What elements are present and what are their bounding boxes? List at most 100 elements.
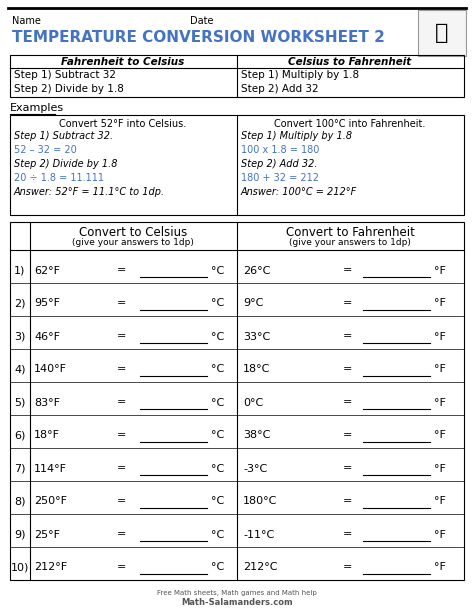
Text: 5): 5) xyxy=(14,397,26,408)
Text: 83°F: 83°F xyxy=(34,397,60,408)
Text: °C: °C xyxy=(211,463,224,473)
Text: Step 2) Add 32.: Step 2) Add 32. xyxy=(241,159,318,169)
Text: 26°C: 26°C xyxy=(243,265,270,275)
Text: =: = xyxy=(117,497,127,506)
Text: °F: °F xyxy=(434,265,446,275)
Text: Name: Name xyxy=(12,16,41,26)
Text: 7): 7) xyxy=(14,463,26,473)
Text: =: = xyxy=(117,265,127,275)
Text: Step 2) Divide by 1.8: Step 2) Divide by 1.8 xyxy=(14,159,118,169)
Text: 6): 6) xyxy=(14,430,26,441)
Text: 1): 1) xyxy=(14,265,26,275)
Text: =: = xyxy=(117,430,127,441)
Text: =: = xyxy=(343,299,353,308)
Text: =: = xyxy=(117,397,127,408)
Text: 🦎: 🦎 xyxy=(435,23,449,43)
Text: (give your answers to 1dp): (give your answers to 1dp) xyxy=(289,238,411,247)
Text: °C: °C xyxy=(211,563,224,573)
Text: 20 ÷ 1.8 = 11.111: 20 ÷ 1.8 = 11.111 xyxy=(14,173,104,183)
Text: TEMPERATURE CONVERSION WORKSHEET 2: TEMPERATURE CONVERSION WORKSHEET 2 xyxy=(12,30,385,45)
Text: =: = xyxy=(117,332,127,341)
Text: 18°C: 18°C xyxy=(243,365,270,375)
Text: =: = xyxy=(117,530,127,539)
Text: °C: °C xyxy=(211,497,224,506)
Text: Step 1) Subtract 32.: Step 1) Subtract 32. xyxy=(14,131,113,141)
Text: Celsius to Fahrenheit: Celsius to Fahrenheit xyxy=(288,57,411,67)
Text: °F: °F xyxy=(434,332,446,341)
Text: 25°F: 25°F xyxy=(34,530,60,539)
Text: °C: °C xyxy=(211,365,224,375)
Text: 8): 8) xyxy=(14,497,26,506)
Text: 4): 4) xyxy=(14,365,26,375)
Text: °F: °F xyxy=(434,497,446,506)
Text: =: = xyxy=(343,463,353,473)
Text: =: = xyxy=(343,430,353,441)
Text: 18°F: 18°F xyxy=(34,430,60,441)
Text: 180 + 32 = 212: 180 + 32 = 212 xyxy=(241,173,319,183)
Text: Convert 52°F into Celsius.: Convert 52°F into Celsius. xyxy=(59,119,187,129)
Text: 140°F: 140°F xyxy=(34,365,67,375)
Text: (give your answers to 1dp): (give your answers to 1dp) xyxy=(72,238,194,247)
Text: -3°C: -3°C xyxy=(243,463,267,473)
Text: °F: °F xyxy=(434,299,446,308)
Text: °C: °C xyxy=(211,299,224,308)
Text: °C: °C xyxy=(211,265,224,275)
Text: 0°C: 0°C xyxy=(243,397,263,408)
Text: Step 1) Multiply by 1.8: Step 1) Multiply by 1.8 xyxy=(241,70,359,80)
Text: 9°C: 9°C xyxy=(243,299,264,308)
Text: =: = xyxy=(343,563,353,573)
Text: =: = xyxy=(117,365,127,375)
Text: Convert to Celsius: Convert to Celsius xyxy=(79,226,187,239)
Text: =: = xyxy=(343,530,353,539)
Text: °C: °C xyxy=(211,397,224,408)
Bar xyxy=(10,55,464,97)
Text: °F: °F xyxy=(434,463,446,473)
Text: 52 – 32 = 20: 52 – 32 = 20 xyxy=(14,145,77,155)
Text: °C: °C xyxy=(211,430,224,441)
Bar xyxy=(10,222,464,580)
Text: Convert to Fahrenheit: Convert to Fahrenheit xyxy=(285,226,414,239)
Text: 3): 3) xyxy=(14,332,26,341)
Text: Fahrenheit to Celsius: Fahrenheit to Celsius xyxy=(61,57,185,67)
Text: -11°C: -11°C xyxy=(243,530,274,539)
Text: Answer: 52°F = 11.1°C to 1dp.: Answer: 52°F = 11.1°C to 1dp. xyxy=(14,187,165,197)
Text: °F: °F xyxy=(434,365,446,375)
Bar xyxy=(10,115,464,215)
Text: °F: °F xyxy=(434,563,446,573)
Text: 212°F: 212°F xyxy=(34,563,67,573)
Text: 250°F: 250°F xyxy=(34,497,67,506)
Text: 212°C: 212°C xyxy=(243,563,277,573)
Text: =: = xyxy=(343,332,353,341)
Bar xyxy=(418,10,466,56)
Text: =: = xyxy=(117,563,127,573)
Text: 114°F: 114°F xyxy=(34,463,67,473)
Text: 38°C: 38°C xyxy=(243,430,270,441)
Text: °F: °F xyxy=(434,530,446,539)
Text: 62°F: 62°F xyxy=(34,265,60,275)
Text: °C: °C xyxy=(211,530,224,539)
Text: Step 2) Add 32: Step 2) Add 32 xyxy=(241,84,319,94)
Text: 95°F: 95°F xyxy=(34,299,60,308)
Text: Free Math sheets, Math games and Math help: Free Math sheets, Math games and Math he… xyxy=(157,590,317,596)
Text: 180°C: 180°C xyxy=(243,497,277,506)
Text: Step 1) Multiply by 1.8: Step 1) Multiply by 1.8 xyxy=(241,131,352,141)
Text: =: = xyxy=(343,265,353,275)
Text: =: = xyxy=(117,463,127,473)
Text: 2): 2) xyxy=(14,299,26,308)
Text: Convert 100°C into Fahrenheit.: Convert 100°C into Fahrenheit. xyxy=(274,119,426,129)
Text: =: = xyxy=(117,299,127,308)
Text: °F: °F xyxy=(434,397,446,408)
Text: =: = xyxy=(343,397,353,408)
Text: Answer: 100°C = 212°F: Answer: 100°C = 212°F xyxy=(241,187,357,197)
Text: Date: Date xyxy=(190,16,213,26)
Text: 46°F: 46°F xyxy=(34,332,60,341)
Text: 10): 10) xyxy=(11,563,29,573)
Text: Step 2) Divide by 1.8: Step 2) Divide by 1.8 xyxy=(14,84,124,94)
Text: 100 x 1.8 = 180: 100 x 1.8 = 180 xyxy=(241,145,319,155)
Text: =: = xyxy=(343,497,353,506)
Text: =: = xyxy=(343,365,353,375)
Text: Examples: Examples xyxy=(10,103,64,113)
Text: 9): 9) xyxy=(14,530,26,539)
Text: Step 1) Subtract 32: Step 1) Subtract 32 xyxy=(14,70,116,80)
Text: Math-Salamanders.com: Math-Salamanders.com xyxy=(181,598,293,607)
